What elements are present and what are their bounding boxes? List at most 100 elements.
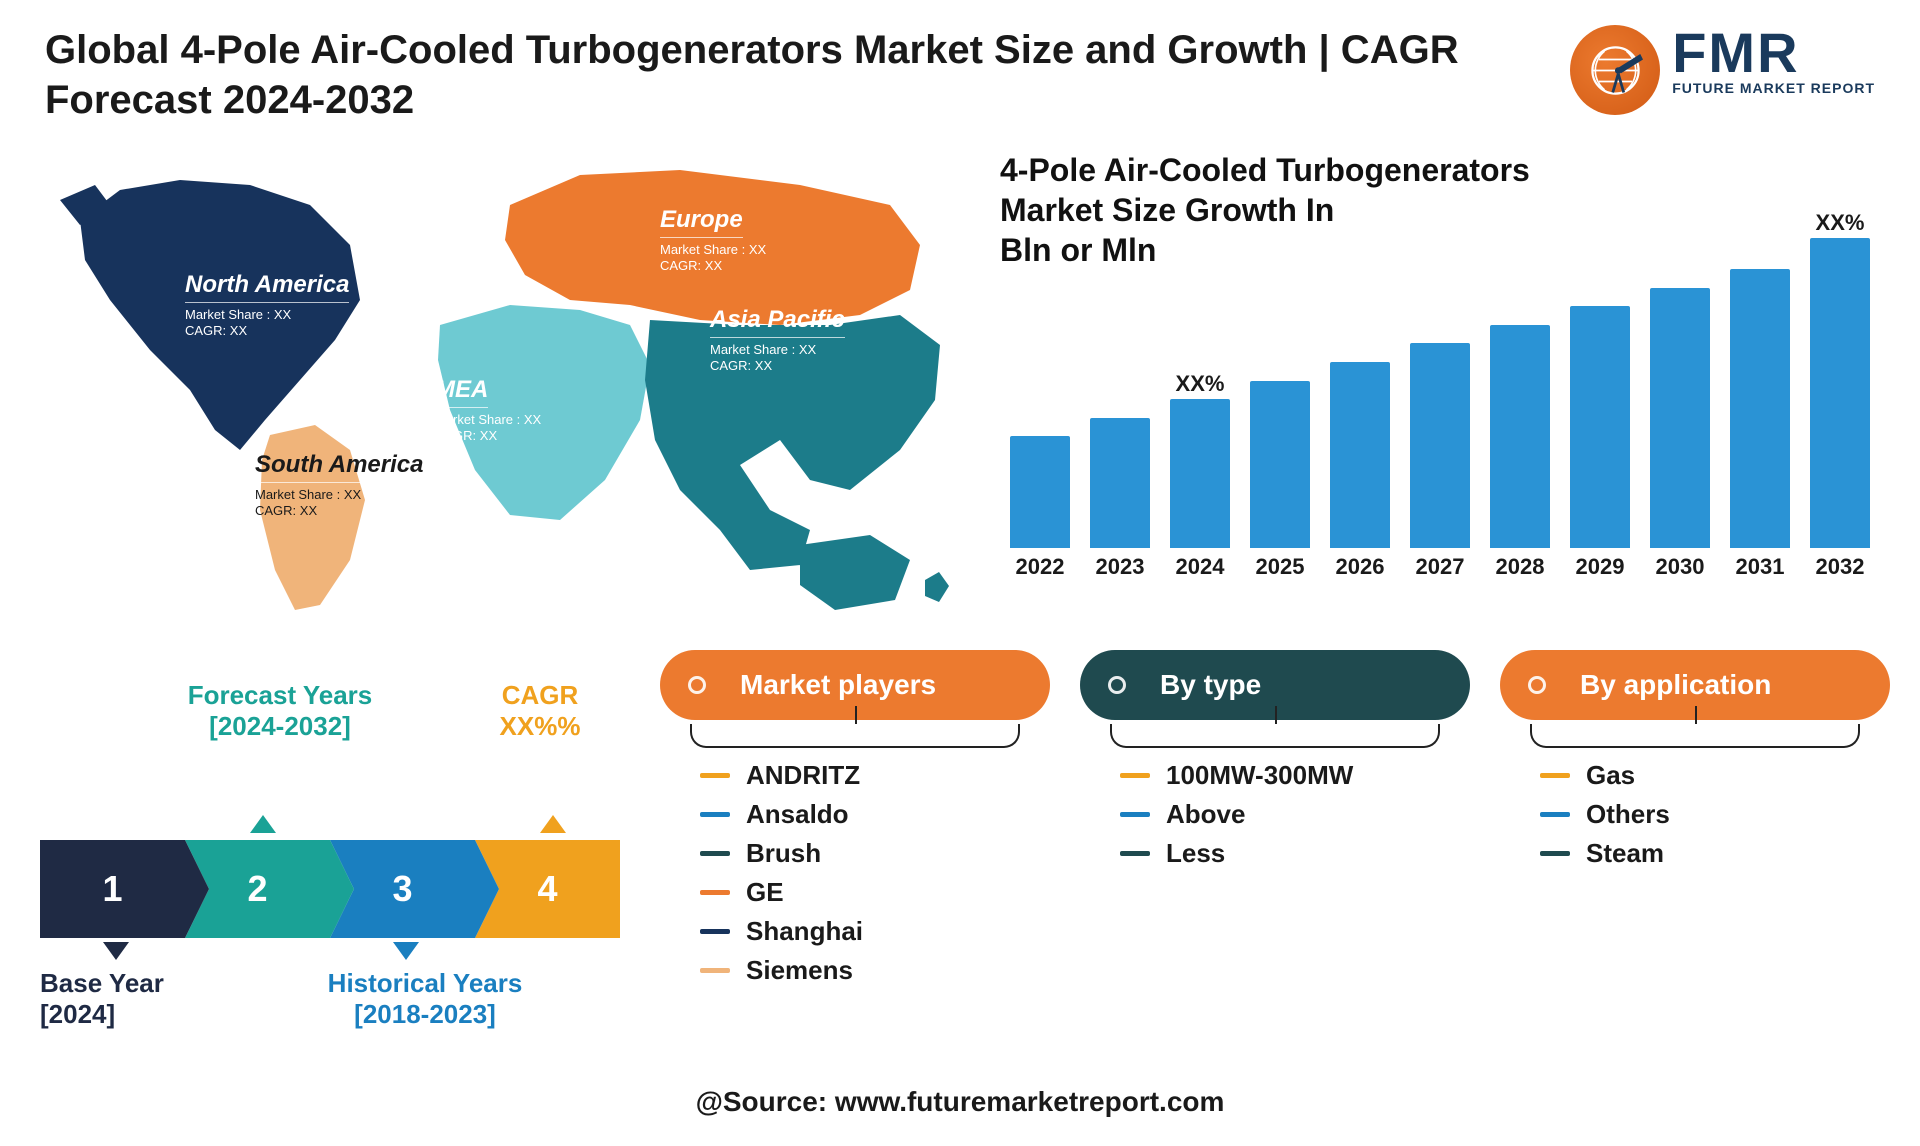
timeline-label-range: [2018-2023] — [310, 999, 540, 1030]
bar-rect — [1410, 343, 1470, 548]
region-share: Market Share : XX — [185, 307, 349, 323]
region-label-ap: Asia Pacific Market Share : XXCAGR: XX — [710, 305, 845, 375]
bar-year-label: 2029 — [1576, 554, 1625, 580]
region-nz — [925, 572, 949, 602]
timeline: Forecast Years [2024-2032] CAGR XX%% 1 2… — [40, 680, 620, 1010]
globe-telescope-icon — [1570, 25, 1660, 115]
pointer-icon — [393, 942, 419, 960]
timeline-label-range: [2024-2032] — [170, 711, 390, 742]
timeline-label-title: Forecast Years — [170, 680, 390, 711]
list-item-label: Shanghai — [746, 916, 863, 947]
logo: FMR FUTURE MARKET REPORT — [1570, 25, 1875, 115]
list-item: Siemens — [700, 951, 1050, 990]
title-block: Global 4-Pole Air-Cooled Turbogenerators… — [45, 25, 1495, 125]
list-item: Brush — [700, 834, 1050, 873]
list-item-label: Less — [1166, 838, 1225, 869]
dash-icon — [700, 890, 730, 895]
list-item-label: Brush — [746, 838, 821, 869]
region-name: Europe — [660, 205, 743, 238]
timeline-label-cagr: CAGR XX%% — [470, 680, 610, 742]
dash-icon — [700, 773, 730, 778]
bar-col: 2028 — [1490, 325, 1550, 580]
list-item-label: Others — [1586, 799, 1670, 830]
list-item: ANDRITZ — [700, 756, 1050, 795]
dash-icon — [1120, 851, 1150, 856]
region-name: MEA — [435, 375, 488, 408]
bar-rect — [1330, 362, 1390, 548]
region-label-na: North America Market Share : XXCAGR: XX — [185, 270, 349, 340]
list-item-label: Steam — [1586, 838, 1664, 869]
bar-col: 2031 — [1730, 269, 1790, 580]
bar-rect — [1650, 288, 1710, 548]
bar-year-label: 2027 — [1416, 554, 1465, 580]
bar-year-label: 2026 — [1336, 554, 1385, 580]
dash-icon — [700, 968, 730, 973]
timeline-label-hist: Historical Years [2018-2023] — [310, 968, 540, 1030]
timeline-label-range: [2024] — [40, 999, 220, 1030]
list-item-label: Ansaldo — [746, 799, 849, 830]
dash-icon — [1120, 812, 1150, 817]
bar-col: XX%2024 — [1170, 399, 1230, 580]
dash-icon — [1540, 773, 1570, 778]
bar-col: 2023 — [1090, 418, 1150, 580]
category-list: 100MW-300MW Above Less — [1080, 756, 1470, 873]
pointer-icon — [250, 815, 276, 833]
bullet-icon — [688, 676, 706, 694]
header: Global 4-Pole Air-Cooled Turbogenerators… — [45, 25, 1875, 125]
category-type: By type 100MW-300MW Above Less — [1080, 650, 1470, 873]
list-item-label: GE — [746, 877, 784, 908]
category-list: ANDRITZ Ansaldo Brush GE Shanghai Siemens — [660, 756, 1050, 990]
category-title: Market players — [740, 669, 936, 701]
pointer-icon — [540, 815, 566, 833]
page-title: Global 4-Pole Air-Cooled Turbogenerators… — [45, 25, 1495, 125]
timeline-arrow-row: 1 2 3 4 — [40, 840, 620, 938]
bars-container: 20222023XX%20242025202620272028202920302… — [1000, 150, 1880, 580]
bracket-icon — [1110, 724, 1440, 746]
dash-icon — [700, 851, 730, 856]
region-share: Market Share : XX — [710, 342, 845, 358]
logo-text: FMR FUTURE MARKET REPORT — [1672, 25, 1875, 95]
bar-rect — [1570, 306, 1630, 548]
region-cagr: CAGR: XX — [255, 503, 423, 519]
region-share: Market Share : XX — [660, 242, 766, 258]
region-cagr: CAGR: XX — [660, 258, 766, 274]
bar-annotation: XX% — [1176, 371, 1225, 397]
region-label-sa: South AmericaMarket Share : XXCAGR: XX — [255, 450, 423, 520]
region-label-mea: MEAMarket Share : XXCAGR: XX — [435, 375, 541, 445]
bar-col: 2030 — [1650, 288, 1710, 580]
timeline-label-title: CAGR — [470, 680, 610, 711]
bar-rect — [1090, 418, 1150, 548]
bar-year-label: 2025 — [1256, 554, 1305, 580]
source-line: @Source: www.futuremarketreport.com — [0, 1086, 1920, 1118]
timeline-label-forecast: Forecast Years [2024-2032] — [170, 680, 390, 742]
pointer-icon — [103, 942, 129, 960]
bar-rect — [1730, 269, 1790, 548]
timeline-label-range: XX%% — [470, 711, 610, 742]
list-item: Steam — [1540, 834, 1890, 873]
timeline-label-title: Historical Years — [310, 968, 540, 999]
bullet-icon — [1528, 676, 1546, 694]
region-name: North America — [185, 270, 349, 303]
list-item: 100MW-300MW — [1120, 756, 1470, 795]
list-item-label: Above — [1166, 799, 1245, 830]
bar-col: 2022 — [1010, 436, 1070, 580]
region-label-eu: Europe Market Share : XXCAGR: XX — [660, 205, 766, 275]
category-title: By type — [1160, 669, 1261, 701]
growth-bar-chart: 4-Pole Air-Cooled Turbogenerators Market… — [1000, 150, 1880, 620]
list-item-label: Siemens — [746, 955, 853, 986]
dash-icon — [1540, 851, 1570, 856]
bracket-icon — [690, 724, 1020, 746]
bar-year-label: 2022 — [1016, 554, 1065, 580]
bullet-icon — [1108, 676, 1126, 694]
region-cagr: CAGR: XX — [185, 323, 349, 339]
bar-col: 2025 — [1250, 381, 1310, 580]
region-share: Market Share : XX — [255, 487, 423, 503]
dash-icon — [700, 812, 730, 817]
region-name: Asia Pacific — [710, 305, 845, 338]
region-cagr: CAGR: XX — [710, 358, 845, 374]
list-item: GE — [700, 873, 1050, 912]
bar-year-label: 2024 — [1176, 554, 1225, 580]
bar-rect — [1810, 238, 1870, 548]
bar-annotation: XX% — [1816, 210, 1865, 236]
world-map: North AmericaMarket Share : XXCAGR: XXSo… — [40, 150, 960, 620]
